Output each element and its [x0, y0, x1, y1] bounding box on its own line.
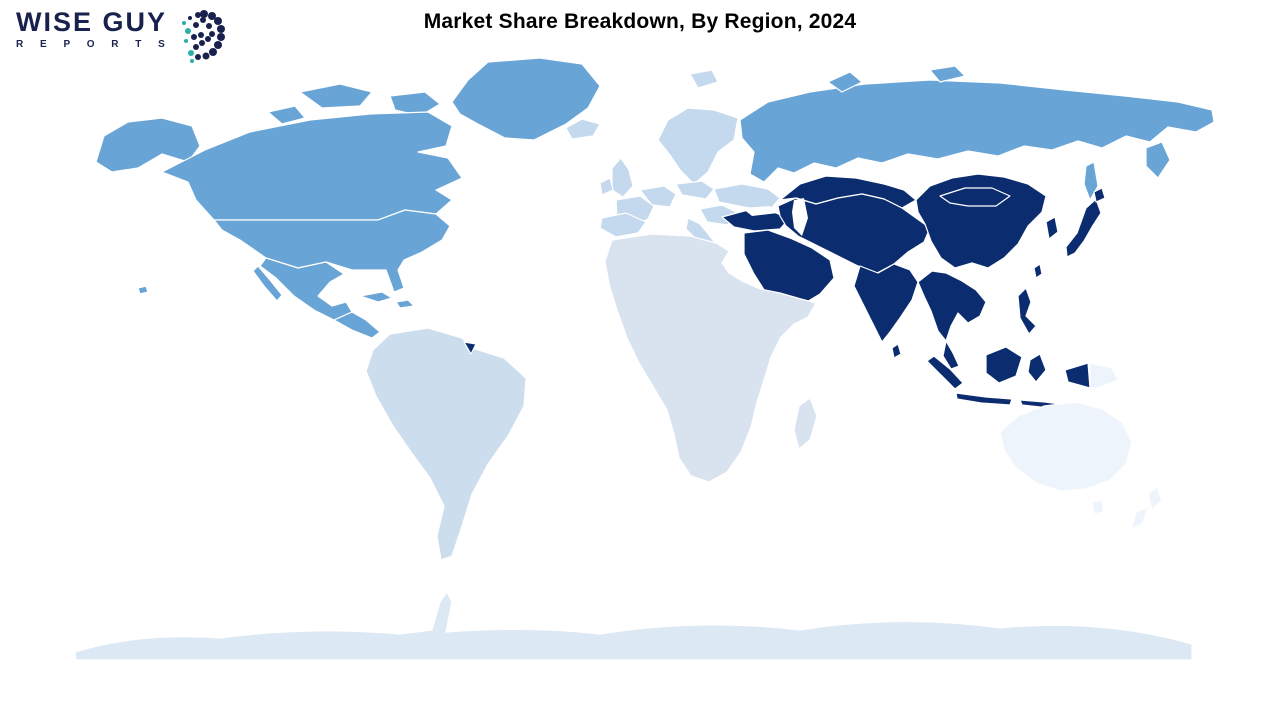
- map-russia: [739, 79, 1215, 183]
- map-mexico: [259, 257, 353, 321]
- logo-wordmark: WISE GUY: [16, 7, 168, 37]
- map-madagascar: [793, 397, 818, 450]
- map-kamchatka: [1145, 141, 1171, 179]
- map-borneo: [985, 346, 1023, 384]
- map-malay-peninsula: [942, 340, 960, 370]
- map-novaya-zemlya: [827, 71, 863, 93]
- logo-head-dots-icon: [181, 10, 225, 63]
- map-baja: [252, 265, 283, 302]
- map-greenland: [451, 57, 601, 141]
- map-tasmania: [1091, 499, 1105, 515]
- map-sumatra: [926, 355, 964, 390]
- map-sri-lanka: [891, 343, 902, 359]
- map-iceland: [565, 118, 601, 140]
- map-uk: [611, 157, 634, 198]
- map-papua-west: [1064, 362, 1091, 389]
- map-india: [853, 263, 919, 343]
- map-taiwan: [1033, 263, 1043, 279]
- map-central-america: [333, 311, 381, 339]
- map-korea: [1045, 216, 1059, 240]
- map-guiana: [463, 341, 477, 355]
- map-south-america: [365, 327, 527, 561]
- map-hokkaido: [1093, 187, 1106, 203]
- map-scandinavia: [657, 107, 739, 185]
- map-arctic-island-2: [389, 91, 441, 117]
- map-indochina: [917, 270, 987, 342]
- logo-text: WISE GUY R E P O R T S: [16, 7, 172, 51]
- map-canada: [161, 111, 463, 221]
- map-black-sea: [742, 206, 778, 216]
- map-severnaya-zemlya: [929, 65, 966, 83]
- map-africa: [604, 233, 817, 483]
- wise-guy-reports-logo: WISE GUY R E P O R T S: [16, 8, 228, 64]
- map-mongolia: [939, 187, 1011, 207]
- map-japan: [1065, 198, 1102, 258]
- map-australia: [999, 401, 1133, 492]
- map-alaska: [95, 117, 201, 173]
- map-central-europe: [639, 185, 677, 208]
- map-arctic-island-3: [267, 105, 306, 125]
- map-java: [955, 392, 1013, 406]
- map-caspian-sea: [792, 198, 808, 236]
- map-antarctica: [74, 591, 1193, 661]
- map-svalbard: [689, 69, 719, 89]
- map-nz-south: [1131, 506, 1149, 530]
- map-eastern-europe: [713, 183, 781, 212]
- map-ireland: [599, 177, 614, 196]
- logo-subtitle: R E P O R T S: [16, 39, 172, 51]
- map-sulawesi: [1027, 353, 1047, 383]
- map-arctic-island-1: [299, 83, 373, 109]
- map-hispaniola: [395, 299, 415, 309]
- page-title: Market Share Breakdown, By Region, 2024: [423, 10, 857, 33]
- map-nz-north: [1147, 486, 1163, 511]
- map-iran-pakistan: [777, 193, 931, 274]
- map-poland-baltics: [675, 180, 715, 200]
- map-iberia: [599, 212, 647, 238]
- map-hawaii: [137, 285, 149, 295]
- map-philippines: [1017, 287, 1037, 335]
- map-cuba: [359, 291, 393, 303]
- map-papua-east: [1089, 362, 1119, 389]
